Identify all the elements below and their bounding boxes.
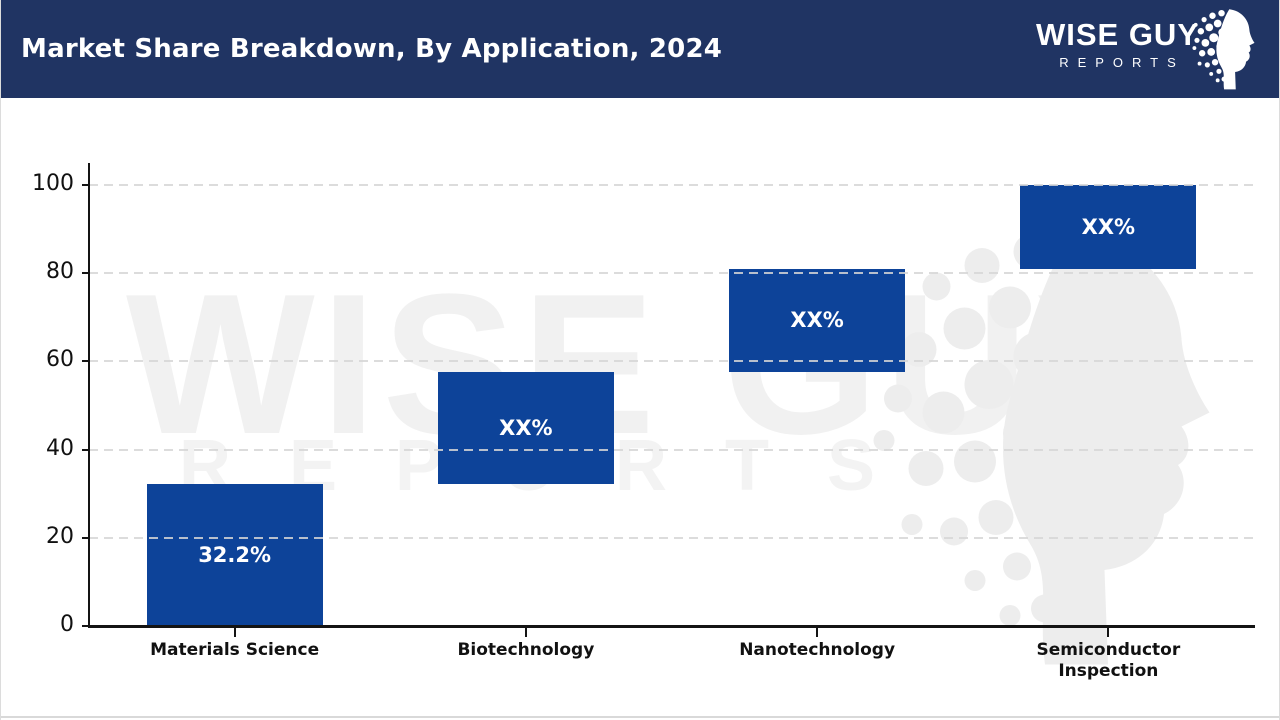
brand-name: WISE GUY — [1035, 17, 1199, 52]
x-tick-mark — [233, 628, 236, 637]
gridline — [89, 536, 1254, 539]
x-tick-mark — [816, 628, 819, 637]
bar-value-label: XX% — [499, 415, 553, 440]
brand-logo-text: WISE GUY REPORTS — [1036, 17, 1199, 70]
bar-value-label: XX% — [1081, 214, 1136, 239]
brand-subname: REPORTS — [1059, 55, 1185, 70]
y-tick-mark — [82, 448, 89, 451]
x-category-label: Semiconductor Inspection — [1036, 640, 1181, 682]
gridline — [89, 448, 1254, 451]
x-category-label: Materials Science — [150, 640, 320, 660]
x-category-label: Nanotechnology — [739, 640, 896, 660]
y-tick-label: 20 — [46, 523, 74, 549]
y-axis-line — [88, 163, 90, 628]
bar-segment: XX% — [729, 268, 906, 372]
page-bottom-border — [1, 716, 1279, 718]
y-tick-label: 40 — [46, 435, 74, 461]
chart-title: Market Share Breakdown, By Application, … — [21, 34, 723, 64]
brand-logo: WISE GUY REPORTS — [1021, 0, 1271, 98]
gridline — [89, 360, 1254, 363]
y-tick-label: 100 — [32, 171, 74, 196]
x-axis-line — [88, 625, 1255, 628]
bar-segment: XX% — [437, 371, 614, 484]
bar-segment: 32.2% — [146, 483, 323, 626]
y-tick-mark — [82, 536, 89, 539]
y-tick-mark — [82, 272, 89, 275]
y-tick-label: 0 — [60, 612, 74, 637]
gridline — [89, 272, 1254, 275]
x-tick-mark — [524, 628, 527, 637]
y-tick-label: 60 — [46, 347, 74, 373]
watermark-face-icon — [856, 222, 1276, 680]
bar-segment: XX% — [1020, 185, 1197, 269]
y-tick-mark — [82, 360, 89, 363]
y-tick-mark — [82, 625, 89, 627]
wiseguy-face-icon — [1187, 8, 1269, 92]
header-band: Market Share Breakdown, By Application, … — [1, 0, 1279, 98]
x-category-label: Biotechnology — [457, 640, 595, 660]
x-tick-mark — [1107, 628, 1110, 637]
bar-value-label: 32.2% — [198, 542, 272, 567]
bar-value-label: XX% — [790, 308, 844, 333]
gridline — [89, 184, 1254, 186]
y-tick-label: 80 — [46, 259, 74, 285]
y-tick-mark — [82, 184, 89, 186]
